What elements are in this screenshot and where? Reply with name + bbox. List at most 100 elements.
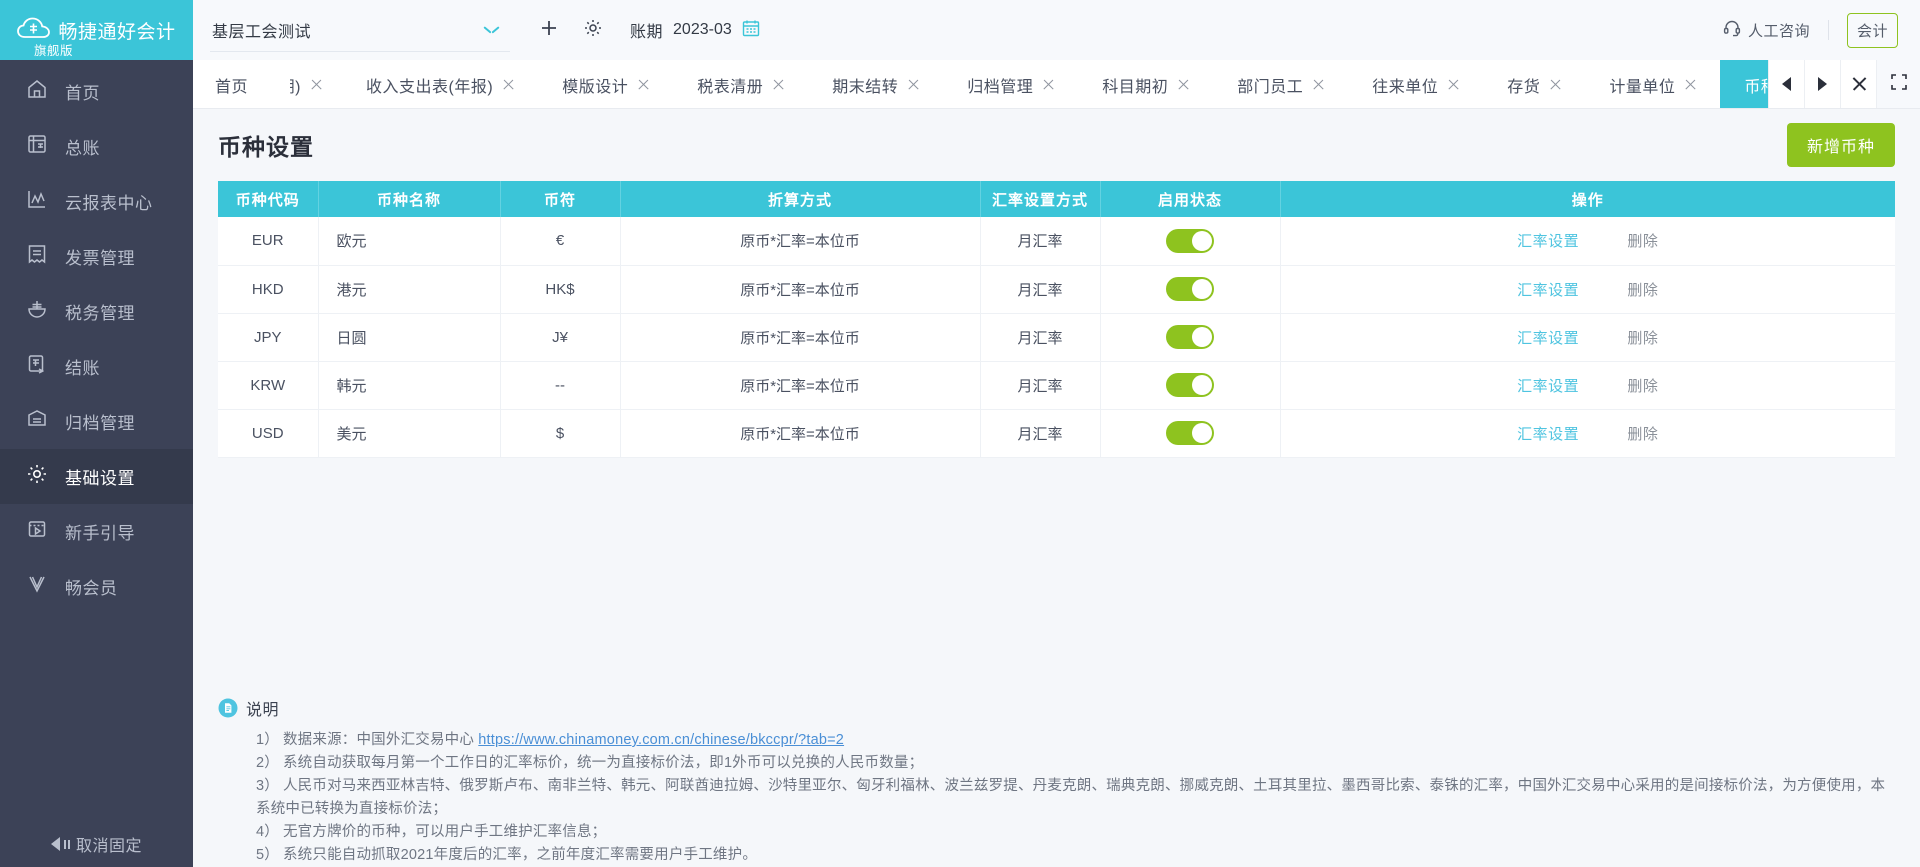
item-text: 系统只能自动抓取2021年度后的汇率，之前年度汇率需要用户手工维护。 xyxy=(282,847,758,863)
sidebar-item-label: 新手引导 xyxy=(65,524,135,543)
tab-account-opening[interactable]: 科目期初 xyxy=(1078,60,1213,108)
delete-link[interactable]: 删除 xyxy=(1627,425,1659,443)
close-icon[interactable] xyxy=(1447,79,1459,91)
gear-icon[interactable] xyxy=(582,17,604,44)
close-icon[interactable] xyxy=(1177,79,1189,91)
table-head: 币种代码 币种名称 币符 折算方式 汇率设置方式 启用状态 操作 xyxy=(218,181,1895,217)
sidebar-item-vip[interactable]: 畅会员 xyxy=(0,559,193,614)
sidebar: 畅捷通好会计 旗舰版 首页 总账 xyxy=(0,0,193,867)
rate-settings-link[interactable]: 汇率设置 xyxy=(1517,281,1580,299)
tab-label: 存货 xyxy=(1507,78,1541,96)
tab-label: 科目期初 xyxy=(1102,78,1169,96)
enable-toggle[interactable] xyxy=(1166,228,1214,253)
cell-enabled xyxy=(1100,265,1281,314)
enable-toggle[interactable] xyxy=(1166,325,1214,349)
tab-department-staff[interactable]: 部门员工 xyxy=(1213,60,1348,108)
tab-currency-settings[interactable]: 币种设置 xyxy=(1720,60,1768,108)
sidebar-item-settlement[interactable]: 结账 xyxy=(0,339,193,394)
delete-link[interactable]: 删除 xyxy=(1627,329,1659,347)
sidebar-item-home[interactable]: 首页 xyxy=(0,64,193,119)
sidebar-item-label: 发票管理 xyxy=(65,249,135,268)
sidebar-item-cloud-reports[interactable]: 云报表中心 xyxy=(0,174,193,229)
delete-link[interactable]: 删除 xyxy=(1627,281,1659,299)
collapse-label: 取消固定 xyxy=(75,838,142,855)
item-number: 5） xyxy=(256,847,279,863)
delete-link[interactable]: 删除 xyxy=(1627,233,1659,251)
cell-rate-mode: 月汇率 xyxy=(980,313,1101,362)
close-icon[interactable] xyxy=(772,79,784,91)
sidebar-item-basic-settings[interactable]: 基础设置 xyxy=(0,449,193,504)
tab-business-partners[interactable]: 往来单位 xyxy=(1348,60,1483,108)
close-icon[interactable] xyxy=(310,79,322,91)
sidebar-item-beginner-guide[interactable]: 新手引导 xyxy=(0,504,193,559)
document-icon xyxy=(218,698,238,718)
vip-icon xyxy=(26,573,48,600)
tab-label: 模版设计 xyxy=(562,78,629,96)
sidebar-collapse-button[interactable]: 取消固定 xyxy=(0,821,193,867)
column-header-name: 币种名称 xyxy=(318,181,501,217)
tab-label: 计量单位 xyxy=(1609,78,1676,96)
close-icon[interactable] xyxy=(1549,79,1561,91)
period-block: 账期 2023-03 xyxy=(630,18,760,42)
rate-settings-link[interactable]: 汇率设置 xyxy=(1517,425,1580,443)
tab-controls xyxy=(1768,60,1920,108)
enable-toggle[interactable] xyxy=(1166,277,1214,301)
rate-settings-link[interactable]: 汇率设置 xyxy=(1517,377,1580,395)
calendar-icon[interactable] xyxy=(742,19,760,42)
scroll-tabs-right-button[interactable] xyxy=(1804,60,1840,108)
enable-toggle[interactable] xyxy=(1166,373,1214,397)
close-icon[interactable] xyxy=(907,79,919,91)
data-source-link[interactable]: https://www.chinamoney.com.cn/chinese/bk… xyxy=(478,732,845,748)
close-icon[interactable] xyxy=(502,79,514,91)
close-icon[interactable] xyxy=(637,79,649,91)
settlement-icon xyxy=(26,353,48,380)
tab-label: 部门员工 xyxy=(1237,78,1304,96)
close-all-tabs-button[interactable] xyxy=(1840,60,1876,108)
toggle-knob xyxy=(1192,327,1212,347)
table-body: EUR 欧元 € 原币*汇率=本位币 月汇率 汇率设置 删除 xyxy=(218,217,1895,458)
chart-icon xyxy=(26,188,48,215)
cell-code: USD xyxy=(218,409,319,458)
fullscreen-toggle-button[interactable] xyxy=(1876,60,1920,108)
support-button[interactable]: 人工咨询 xyxy=(1723,19,1810,41)
close-icon[interactable] xyxy=(1312,79,1324,91)
scroll-tabs-left-button[interactable] xyxy=(1768,60,1804,108)
close-icon[interactable] xyxy=(1684,79,1696,91)
tab-label: 期末结转 xyxy=(832,78,899,96)
tab-tax-register[interactable]: 税表清册 xyxy=(673,60,808,108)
cell-name: 欧元 xyxy=(318,217,501,266)
tax-icon xyxy=(26,298,48,325)
cell-operations: 汇率设置 删除 xyxy=(1280,361,1895,410)
tab-measurement-unit[interactable]: 计量单位 xyxy=(1585,60,1720,108)
rate-settings-link[interactable]: 汇率设置 xyxy=(1517,233,1580,251)
sidebar-item-invoice[interactable]: 发票管理 xyxy=(0,229,193,284)
close-icon[interactable] xyxy=(1042,79,1054,91)
rate-settings-link[interactable]: 汇率设置 xyxy=(1517,329,1580,347)
sidebar-item-label: 基础设置 xyxy=(65,469,135,488)
enable-toggle[interactable] xyxy=(1166,421,1214,445)
tab-template-design[interactable]: 模版设计 xyxy=(538,60,673,108)
tab-period-end-carryover[interactable]: 期末结转 xyxy=(808,60,943,108)
add-currency-button[interactable]: 新增币种 xyxy=(1786,123,1895,167)
cell-operations: 汇率设置 删除 xyxy=(1280,265,1895,314)
tab-home[interactable]: 首页 xyxy=(193,60,266,108)
plus-icon[interactable] xyxy=(538,17,560,44)
role-badge[interactable]: 会计 xyxy=(1846,12,1898,48)
column-header-symbol: 币符 xyxy=(500,181,621,217)
currency-settings-page: 币种设置 新增币种 币种代码 币种名称 币符 xyxy=(193,109,1920,674)
tab-income-expense-annual[interactable]: 收入支出表(年报) xyxy=(342,60,538,108)
cell-name: 韩元 xyxy=(318,361,501,410)
tab-strip: 首页 资产负债表(中期) 收入支出表(年报) 模版设计 税表清册 xyxy=(193,60,1768,108)
sidebar-item-ledger[interactable]: 总账 xyxy=(0,119,193,174)
tab-balance-sheet-interim[interactable]: 资产负债表(中期) xyxy=(266,60,342,108)
company-selector[interactable]: 基层工会测试 xyxy=(210,8,510,52)
delete-link[interactable]: 删除 xyxy=(1627,377,1659,395)
sidebar-item-archive[interactable]: 归档管理 xyxy=(0,394,193,449)
tab-inventory[interactable]: 存货 xyxy=(1483,60,1585,108)
cell-symbol: J¥ xyxy=(500,313,621,362)
collapse-left-icon xyxy=(50,837,60,851)
sidebar-item-tax[interactable]: 税务管理 xyxy=(0,284,193,339)
cell-operations: 汇率设置 删除 xyxy=(1280,217,1895,266)
tab-archive-management[interactable]: 归档管理 xyxy=(943,60,1078,108)
arrow-right-icon xyxy=(1818,77,1827,91)
